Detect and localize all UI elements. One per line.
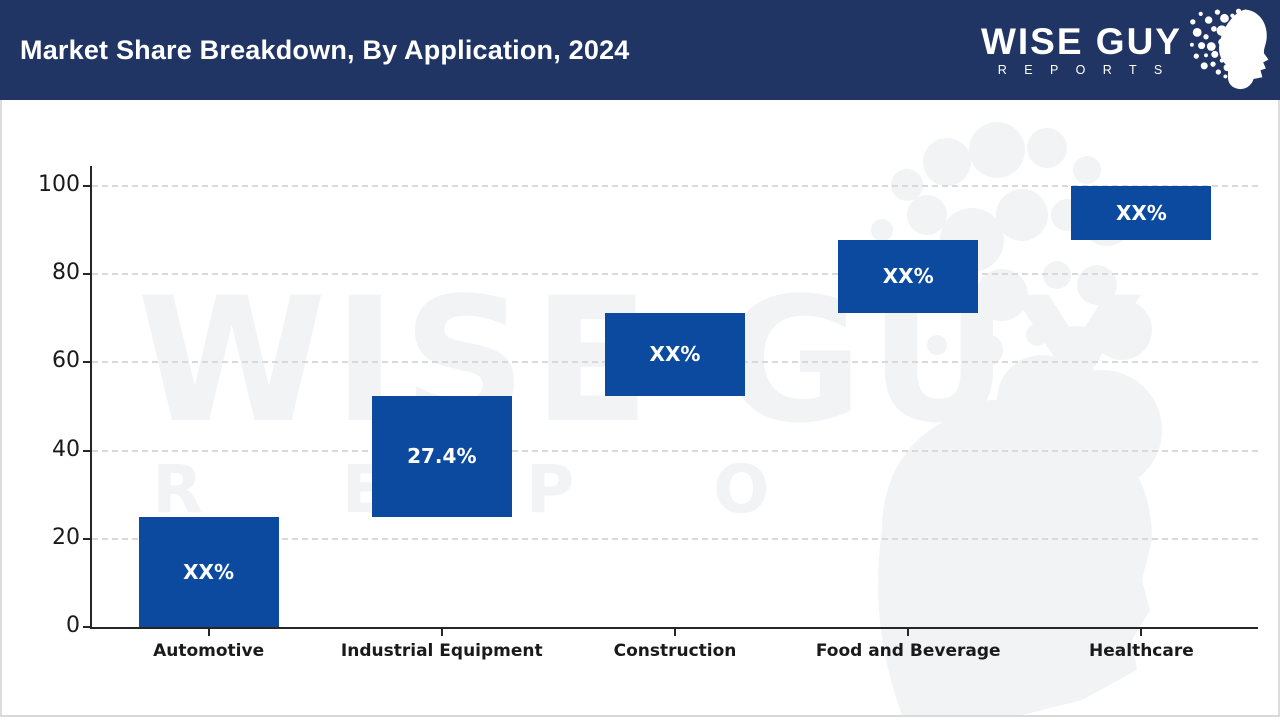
bar-value-label: XX%: [1115, 200, 1167, 225]
y-axis-tick-label: 100: [38, 172, 80, 197]
y-axis-tick-label: 40: [52, 436, 80, 462]
brand-head-icon: [1189, 8, 1269, 90]
header-banner: Market Share Breakdown, By Application, …: [0, 0, 1280, 100]
y-axis-spine: [90, 166, 92, 629]
bar-segment: 27.4%: [371, 395, 512, 517]
bar-segment: XX%: [838, 239, 979, 313]
x-axis-spine: [90, 627, 1258, 629]
y-axis-tick-label: 80: [52, 260, 80, 286]
bar-segment: XX%: [138, 516, 279, 627]
brand-logo-text: WISE GUY R E P O R T S: [980, 21, 1182, 77]
x-tickmark: [907, 629, 910, 636]
brand-wordmark: WISE GUY: [980, 21, 1182, 63]
x-axis-category-label: Automotive: [153, 641, 265, 661]
brand-logo: WISE GUY R E P O R T S: [981, 4, 1272, 96]
watermark-head-shape: [871, 122, 1162, 715]
gridline: [92, 449, 1258, 452]
y-tickmark: [83, 185, 92, 187]
chart-canvas: WISE GUY R E P O R T S 0 20 40 60 80 100 XX% Au…: [0, 100, 1280, 717]
brand-head-profile: [1219, 9, 1269, 90]
gridline: [92, 537, 1258, 540]
y-axis-tick-label: 20: [52, 524, 80, 550]
y-tickmark: [83, 626, 92, 628]
gridline: [92, 185, 1258, 187]
page-title: Market Share Breakdown, By Application, …: [20, 34, 630, 65]
x-axis-category-label: Food and Beverage: [815, 641, 1001, 661]
brand-reports-label: R E P O R T S: [997, 62, 1170, 77]
y-tickmark: [83, 449, 92, 452]
y-tickmark: [83, 537, 92, 540]
x-axis-category-label: Construction: [613, 641, 737, 661]
gridline: [92, 273, 1258, 276]
bar-value-label: XX%: [183, 559, 235, 584]
bar-value-label: 27.4%: [407, 444, 477, 469]
x-tickmark: [440, 629, 443, 636]
x-tickmark: [207, 629, 210, 636]
y-tickmark: [83, 361, 92, 364]
bar-segment: XX%: [605, 313, 745, 396]
x-tickmark: [674, 629, 676, 636]
watermark-reports: R E P O R T S: [152, 451, 1278, 528]
y-axis-tick-label: 0: [66, 613, 80, 638]
watermark: WISE GUY R E P O R T S: [137, 122, 1278, 715]
bar-segment: XX%: [1071, 186, 1212, 240]
x-axis-category-label: Industrial Equipment: [340, 641, 543, 661]
bar-value-label: XX%: [649, 342, 701, 367]
x-tickmark: [1140, 629, 1143, 636]
y-axis-tick-label: 60: [52, 348, 80, 374]
bar-value-label: XX%: [882, 264, 934, 289]
y-tickmark: [83, 273, 92, 276]
x-axis-category-label: Healthcare: [1089, 641, 1194, 661]
